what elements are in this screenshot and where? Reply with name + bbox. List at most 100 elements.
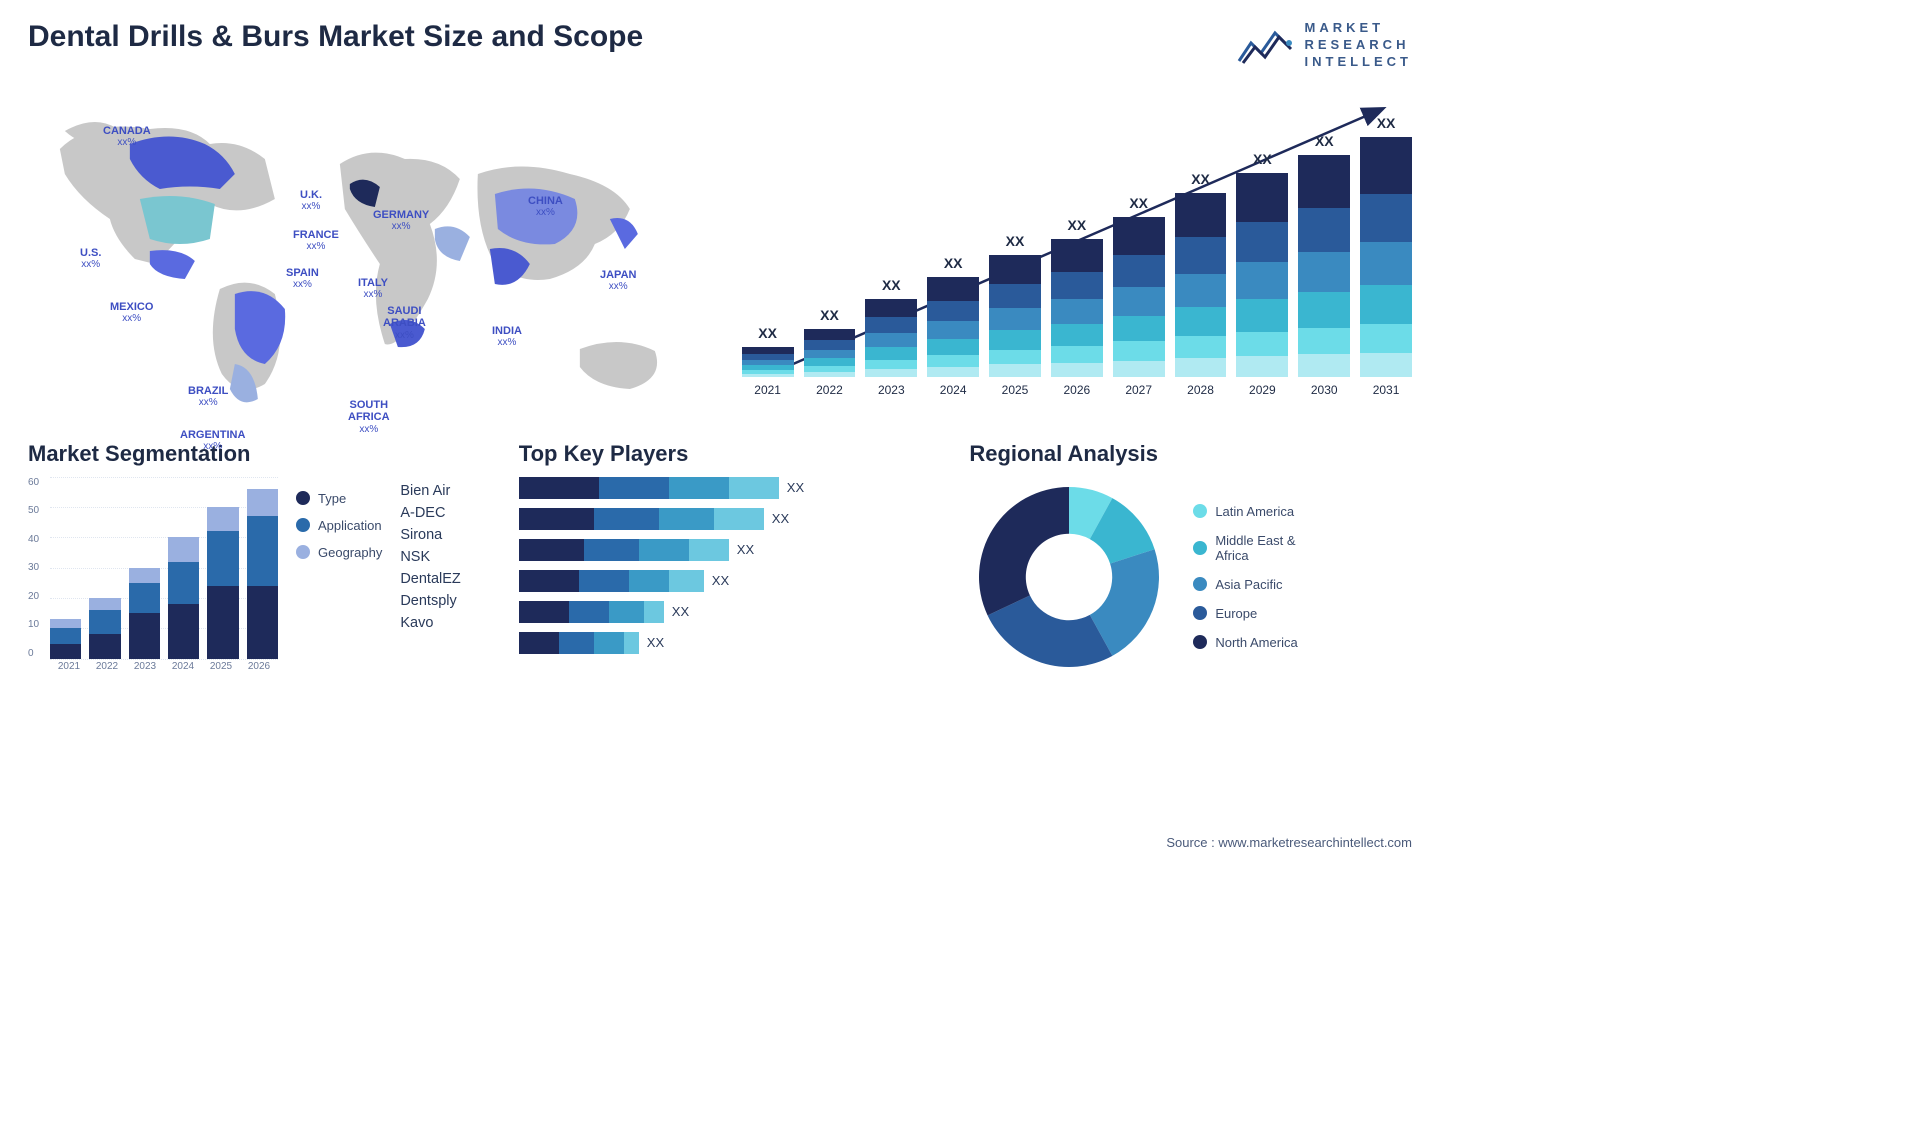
map-label: ARGENTINAxx% xyxy=(180,429,245,453)
regional-donut xyxy=(969,477,1169,677)
bar-value-label: XX xyxy=(1253,151,1272,167)
bar-value-label: XX xyxy=(820,307,839,323)
legend-label: Europe xyxy=(1215,606,1257,621)
map-label: SOUTHAFRICAxx% xyxy=(348,399,390,436)
hbar-row: XX xyxy=(519,632,942,654)
donut-slice xyxy=(979,487,1069,615)
hbar-row: XX xyxy=(519,508,942,530)
forecast-bar: XX2028 xyxy=(1175,171,1227,397)
legend-label: Latin America xyxy=(1215,504,1294,519)
bar-year-label: 2021 xyxy=(754,383,781,397)
segmentation-panel: Market Segmentation 6050403020100 202120… xyxy=(28,441,491,677)
x-tick: 2023 xyxy=(126,661,164,677)
y-tick: 30 xyxy=(28,562,39,573)
brand-logo: MARKET RESEARCH INTELLECT xyxy=(1237,20,1413,71)
map-label: CANADAxx% xyxy=(103,125,151,149)
legend-item: Geography xyxy=(296,545,382,560)
player-name: DentalEZ xyxy=(400,571,460,587)
world-map-panel: CANADAxx%U.S.xx%MEXICOxx%BRAZILxx%ARGENT… xyxy=(28,89,712,409)
hbar-value: XX xyxy=(737,542,754,557)
forecast-bar: XX 2031 xyxy=(1360,115,1412,397)
segmentation-title: Market Segmentation xyxy=(28,441,491,467)
bar-value-label: XX xyxy=(1006,233,1025,249)
player-name: Bien Air xyxy=(400,483,460,499)
map-label: CHINAxx% xyxy=(528,195,563,219)
bar-year-label: 2022 xyxy=(816,383,843,397)
map-label: SAUDIARABIAxx% xyxy=(383,305,426,342)
key-players-chart: XX XX XX XX XX XX xyxy=(519,477,942,654)
bar-year-label: 2028 xyxy=(1187,383,1214,397)
hbar-row: XX xyxy=(519,477,942,499)
segmentation-legend: Type Application Geography xyxy=(296,491,382,677)
bar-year-label: 2026 xyxy=(1063,383,1090,397)
map-label: BRAZILxx% xyxy=(188,385,228,409)
x-tick: 2025 xyxy=(202,661,240,677)
legend-item: Middle East &Africa xyxy=(1193,533,1297,563)
map-label: SPAINxx% xyxy=(286,267,319,291)
bar-value-label: XX xyxy=(882,277,901,293)
legend-label: Geography xyxy=(318,545,382,560)
hbar-row: XX xyxy=(519,539,942,561)
legend-label: Application xyxy=(318,518,382,533)
forecast-bar: XX 2026 xyxy=(1051,217,1103,397)
x-tick: 2021 xyxy=(50,661,88,677)
hbar-row: XX xyxy=(519,570,942,592)
segmentation-bar xyxy=(50,619,81,658)
segmentation-bar xyxy=(247,489,278,659)
hbar-value: XX xyxy=(772,511,789,526)
map-label: MEXICOxx% xyxy=(110,301,153,325)
bar-year-label: 2029 xyxy=(1249,383,1276,397)
segmentation-bar xyxy=(168,537,199,658)
hbar-row: XX xyxy=(519,601,942,623)
y-tick: 0 xyxy=(28,648,39,659)
regional-title: Regional Analysis xyxy=(969,441,1412,467)
y-tick: 50 xyxy=(28,505,39,516)
hbar-value: XX xyxy=(672,604,689,619)
legend-label: Asia Pacific xyxy=(1215,577,1282,592)
key-players-panel: Top Key Players XXXXXXXXXXXX xyxy=(519,441,942,677)
y-tick: 20 xyxy=(28,591,39,602)
legend-item: Application xyxy=(296,518,382,533)
y-tick: 40 xyxy=(28,534,39,545)
page-title: Dental Drills & Burs Market Size and Sco… xyxy=(28,20,643,54)
forecast-bar: XX 2025 xyxy=(989,233,1041,397)
player-name: NSK xyxy=(400,549,460,565)
logo-line2: RESEARCH xyxy=(1305,37,1413,54)
legend-label: North America xyxy=(1215,635,1297,650)
map-label: FRANCExx% xyxy=(293,229,339,253)
x-tick: 2024 xyxy=(164,661,202,677)
legend-item: Europe xyxy=(1193,606,1297,621)
legend-item: Type xyxy=(296,491,382,506)
source-attribution: Source : www.marketresearchintellect.com xyxy=(1166,835,1412,850)
bar-value-label: XX xyxy=(1068,217,1087,233)
logo-icon xyxy=(1237,23,1295,67)
forecast-bar: XX 2024 xyxy=(927,255,979,397)
logo-line1: MARKET xyxy=(1305,20,1413,37)
hbar-value: XX xyxy=(647,635,664,650)
player-name: Sirona xyxy=(400,527,460,543)
hbar-value: XX xyxy=(787,480,804,495)
legend-item: North America xyxy=(1193,635,1297,650)
bar-year-label: 2030 xyxy=(1311,383,1338,397)
x-tick: 2022 xyxy=(88,661,126,677)
bar-value-label: XX xyxy=(1377,115,1396,131)
logo-line3: INTELLECT xyxy=(1305,54,1413,71)
segmentation-chart: 6050403020100 202120222023202420252026 xyxy=(28,477,278,677)
hbar-value: XX xyxy=(712,573,729,588)
bar-value-label: XX xyxy=(944,255,963,271)
bar-year-label: 2025 xyxy=(1002,383,1029,397)
bar-value-label: XX xyxy=(1129,195,1148,211)
bar-year-label: 2024 xyxy=(940,383,967,397)
legend-label: Middle East &Africa xyxy=(1215,533,1295,563)
bar-value-label: XX xyxy=(758,325,777,341)
player-name: Dentsply xyxy=(400,593,460,609)
map-label: INDIAxx% xyxy=(492,325,522,349)
players-list: Bien AirA-DECSironaNSKDentalEZDentsplyKa… xyxy=(400,483,460,677)
legend-item: Latin America xyxy=(1193,504,1297,519)
bar-year-label: 2031 xyxy=(1373,383,1400,397)
map-label: JAPANxx% xyxy=(600,269,636,293)
segmentation-bar xyxy=(207,507,238,659)
main-forecast-chart: XX2021XX2022XX2023XX2024XX2025XX2026XX20… xyxy=(742,89,1412,419)
bar-year-label: 2023 xyxy=(878,383,905,397)
legend-item: Asia Pacific xyxy=(1193,577,1297,592)
